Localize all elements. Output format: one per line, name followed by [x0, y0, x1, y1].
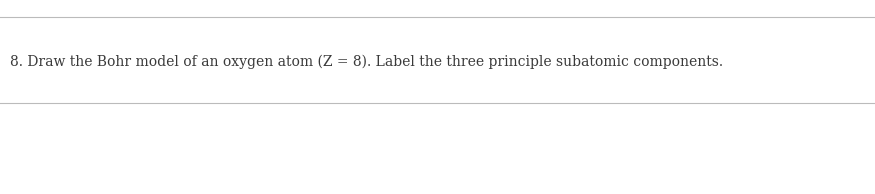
Text: 8. Draw the Bohr model of an oxygen atom (Z = 8). Label the three principle suba: 8. Draw the Bohr model of an oxygen atom… [10, 54, 724, 69]
